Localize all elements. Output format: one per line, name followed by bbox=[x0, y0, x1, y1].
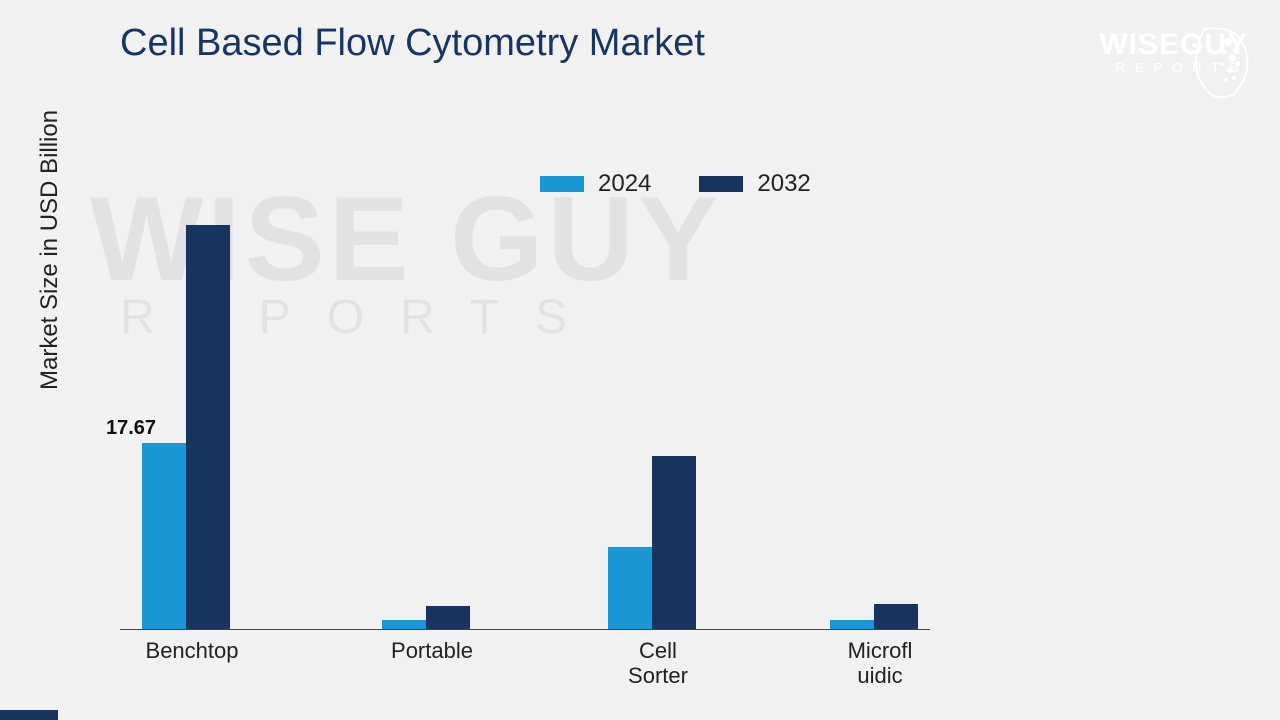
bottom-accent-bar bbox=[0, 710, 58, 720]
bar bbox=[608, 547, 652, 629]
bar-value-label: 17.67 bbox=[106, 417, 156, 440]
x-tick-label: Cell Sorter bbox=[628, 638, 688, 689]
x-axis-baseline bbox=[120, 629, 930, 630]
logo-head-icon bbox=[1184, 24, 1254, 104]
bar bbox=[382, 620, 426, 629]
legend: 2024 2032 bbox=[540, 170, 811, 198]
x-tick-label: Benchtop bbox=[146, 638, 239, 663]
x-tick-label: Portable bbox=[391, 638, 473, 663]
legend-item-2032: 2032 bbox=[699, 170, 810, 198]
y-axis-label: Market Size in USD Billion bbox=[36, 110, 64, 390]
bar bbox=[142, 443, 186, 629]
legend-label: 2032 bbox=[757, 170, 810, 198]
legend-swatch bbox=[699, 176, 743, 192]
chart-title: Cell Based Flow Cytometry Market bbox=[120, 22, 705, 65]
legend-item-2024: 2024 bbox=[540, 170, 651, 198]
bar bbox=[830, 620, 874, 629]
brand-logo: WISEGUY REPORTS bbox=[1099, 28, 1248, 75]
x-tick-label: Microfl uidic bbox=[848, 638, 913, 689]
plot-area: 17.67BenchtopPortableCell SorterMicrofl … bbox=[120, 210, 930, 630]
bar bbox=[426, 606, 470, 629]
bar bbox=[652, 456, 696, 629]
legend-swatch bbox=[540, 176, 584, 192]
legend-label: 2024 bbox=[598, 170, 651, 198]
chart-canvas: WISEGUY REPORTS Cell Based Flow Cytometr… bbox=[0, 0, 1280, 720]
bar bbox=[186, 225, 230, 629]
bar bbox=[874, 604, 918, 629]
